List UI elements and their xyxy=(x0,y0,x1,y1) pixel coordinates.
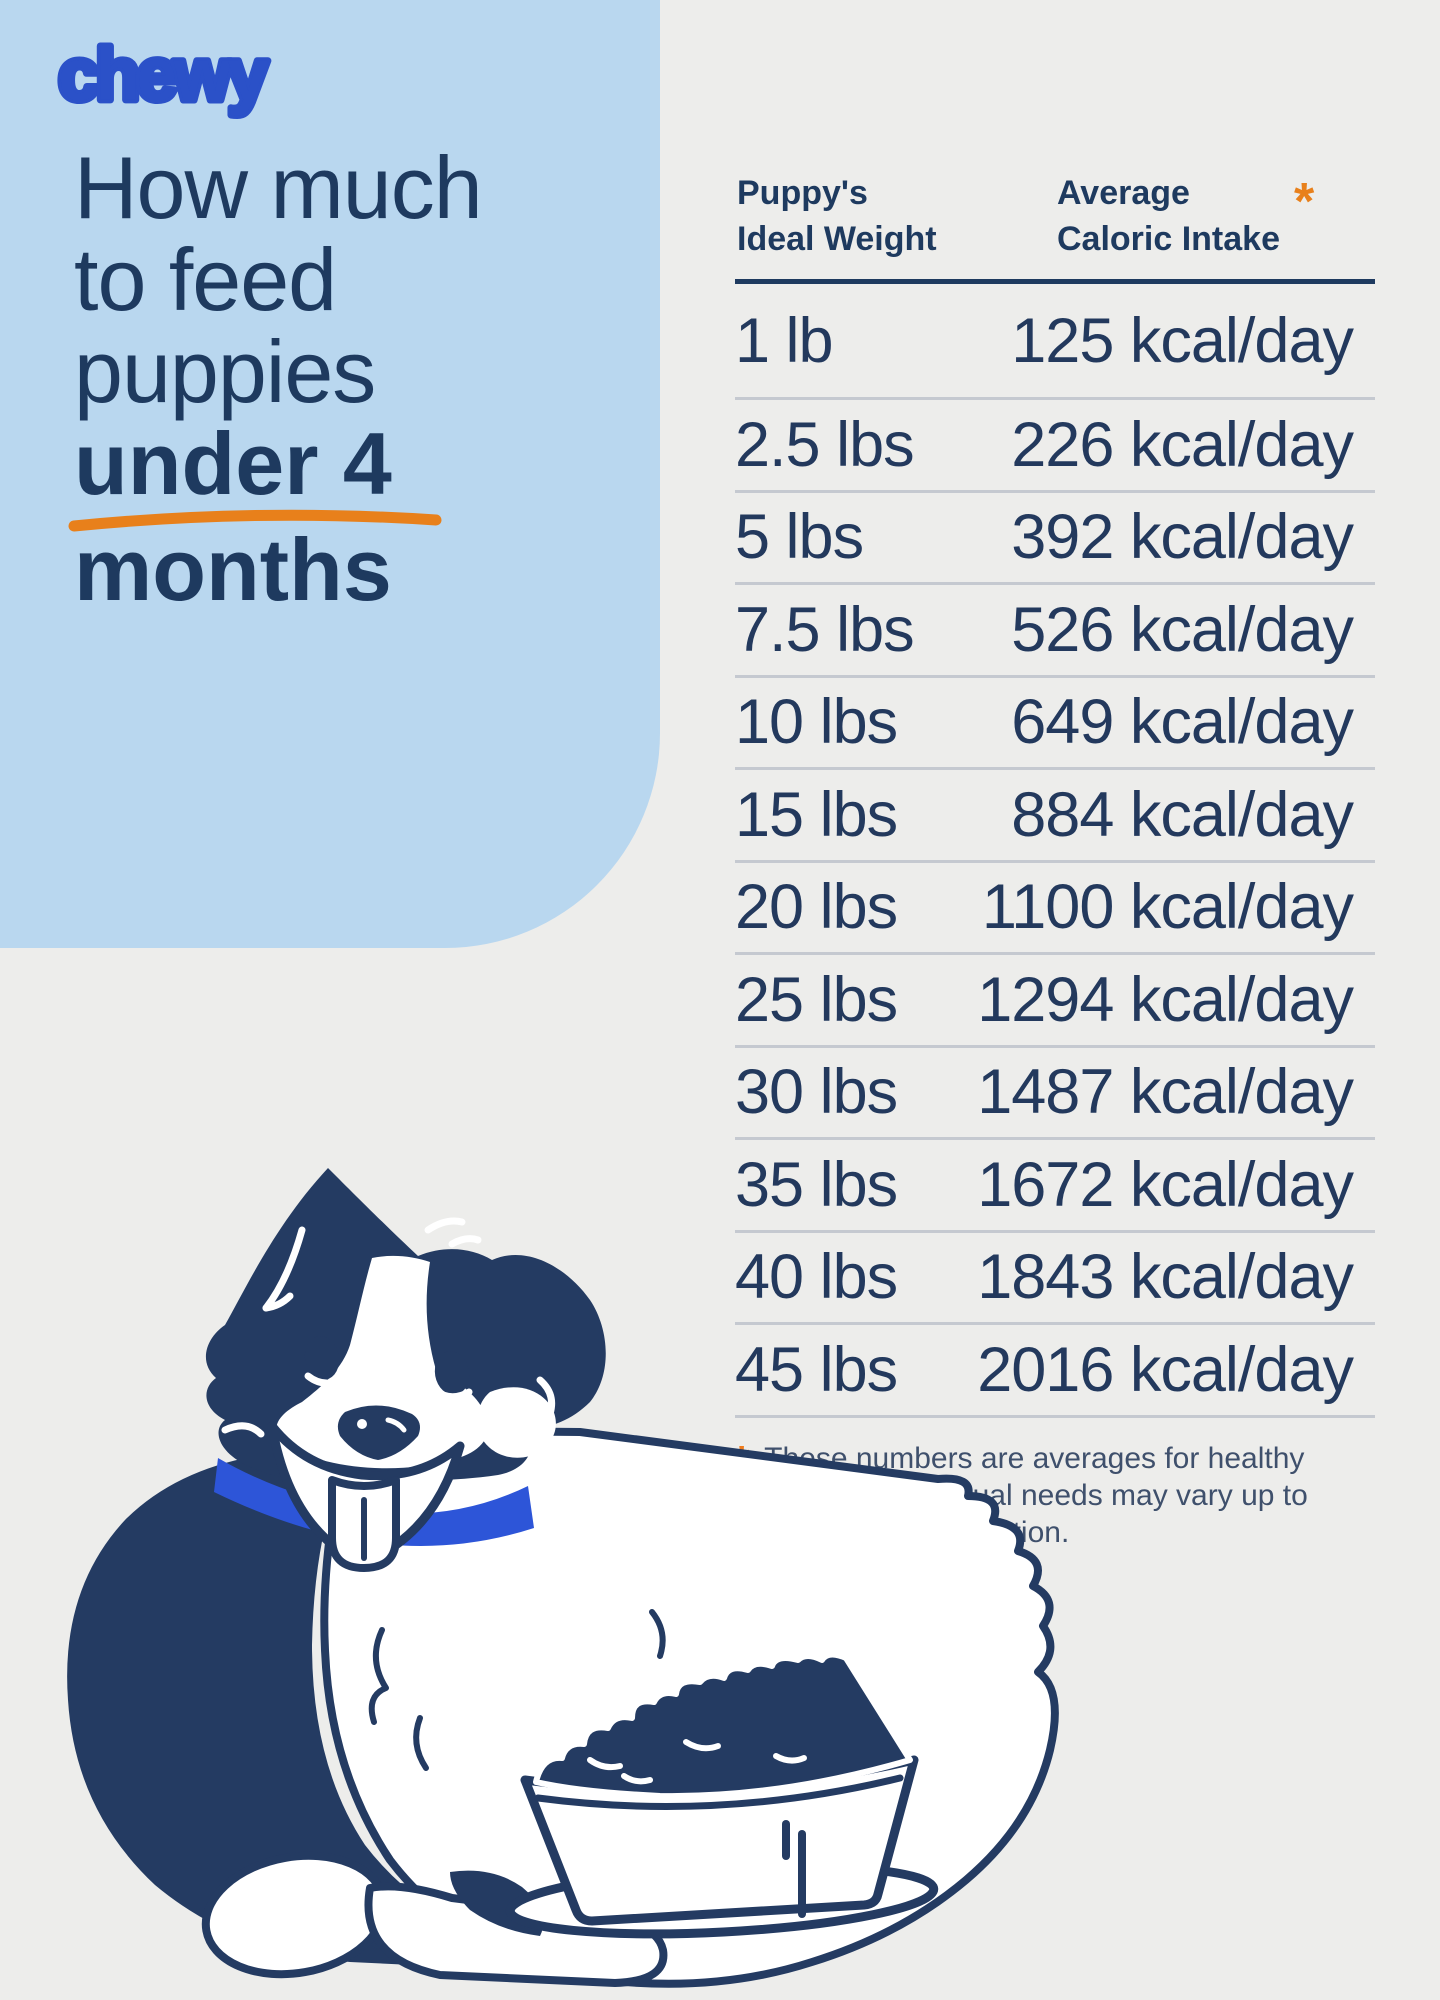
header-calories-line2: Caloric Intake xyxy=(1057,220,1280,258)
weight-value: 2.5 lbs xyxy=(735,409,915,480)
bowl-kibble xyxy=(533,1651,913,1800)
header-calories-line1: Average xyxy=(1057,174,1190,212)
weight-value: 10 lbs xyxy=(735,687,898,758)
orange-underline-icon xyxy=(68,509,442,532)
dog-nose xyxy=(337,1405,420,1460)
header-weight-line1: Puppy's xyxy=(737,174,868,212)
feeding-table: 1 lb 125 kcal/day 2.5 lbs 226 kcal/day 5… xyxy=(735,284,1375,1418)
food-bowl-with-kibble-icon xyxy=(505,1651,939,1939)
table-row: 30 lbs 1487 kcal/day xyxy=(735,1048,1375,1140)
dog-left-eye xyxy=(304,1336,340,1380)
dog-right-eye xyxy=(434,1351,470,1395)
header-weight-line2: Ideal Weight xyxy=(737,220,937,258)
title-line-4: under 4 xyxy=(74,414,392,513)
weight-value: 30 lbs xyxy=(735,1057,898,1128)
calorie-value: 526 kcal/day xyxy=(1011,594,1354,665)
table-row: 40 lbs 1843 kcal/day xyxy=(735,1233,1375,1325)
table-row: 45 lbs 2016 kcal/day xyxy=(735,1325,1375,1418)
table-header-weight: Puppy's Ideal Weight xyxy=(737,170,1377,262)
weight-value: 35 lbs xyxy=(735,1149,898,1220)
table-row: 20 lbs 1100 kcal/day xyxy=(735,863,1375,955)
header-asterisk-icon: * xyxy=(1294,173,1315,231)
table-row: 2.5 lbs 226 kcal/day xyxy=(735,400,1375,493)
dog-cheek xyxy=(477,1387,556,1458)
page-title: How much to feed puppies under 4 months xyxy=(74,138,483,619)
calorie-value: 1294 kcal/day xyxy=(977,964,1354,1035)
weight-value: 1 lb xyxy=(735,305,834,376)
table-row: 7.5 lbs 526 kcal/day xyxy=(735,585,1375,678)
calorie-value: 125 kcal/day xyxy=(1011,305,1354,376)
table-header-rule xyxy=(735,279,1375,284)
table-row: 10 lbs 649 kcal/day xyxy=(735,678,1375,770)
chewy-logo-text: chewy xyxy=(58,33,268,116)
hero-panel xyxy=(0,0,660,948)
title-line-5: months xyxy=(74,520,392,619)
weight-value: 40 lbs xyxy=(735,1242,898,1313)
weight-value: 25 lbs xyxy=(735,964,898,1035)
calorie-value: 1100 kcal/day xyxy=(981,872,1354,943)
calorie-value: 392 kcal/day xyxy=(1011,502,1354,573)
title-line-3: puppies xyxy=(74,322,376,421)
chewy-logo: chewy xyxy=(55,30,276,120)
table-header-calories: Average Caloric Intake xyxy=(1057,170,1280,262)
table-row: 15 lbs 884 kcal/day xyxy=(735,770,1375,863)
weight-value: 45 lbs xyxy=(735,1334,898,1405)
dog-collar xyxy=(214,1458,534,1546)
weight-value: 5 lbs xyxy=(735,502,864,573)
weight-value: 20 lbs xyxy=(735,872,898,943)
calorie-value: 1672 kcal/day xyxy=(977,1149,1354,1220)
title-line-2: to feed xyxy=(74,230,337,329)
calorie-value: 1843 kcal/day xyxy=(977,1242,1354,1313)
calorie-value: 1487 kcal/day xyxy=(977,1057,1354,1128)
dog-front-paw xyxy=(364,1882,668,1987)
calorie-value: 226 kcal/day xyxy=(1011,409,1354,480)
weight-value: 7.5 lbs xyxy=(735,594,915,665)
table-row: 35 lbs 1672 kcal/day xyxy=(735,1140,1375,1233)
table-row: 25 lbs 1294 kcal/day xyxy=(735,955,1375,1048)
border-collie-puppy-icon xyxy=(67,1168,1059,1988)
title-line-1: How much xyxy=(74,138,483,237)
calorie-value: 649 kcal/day xyxy=(1011,687,1354,758)
calorie-value: 2016 kcal/day xyxy=(977,1334,1354,1405)
dog-blaze xyxy=(276,1255,489,1469)
table-row: 1 lb 125 kcal/day xyxy=(735,284,1375,400)
table-row: 5 lbs 392 kcal/day xyxy=(735,493,1375,585)
calorie-value: 884 kcal/day xyxy=(1011,779,1354,850)
weight-value: 15 lbs xyxy=(735,779,898,850)
dog-body-back xyxy=(67,1449,560,1972)
